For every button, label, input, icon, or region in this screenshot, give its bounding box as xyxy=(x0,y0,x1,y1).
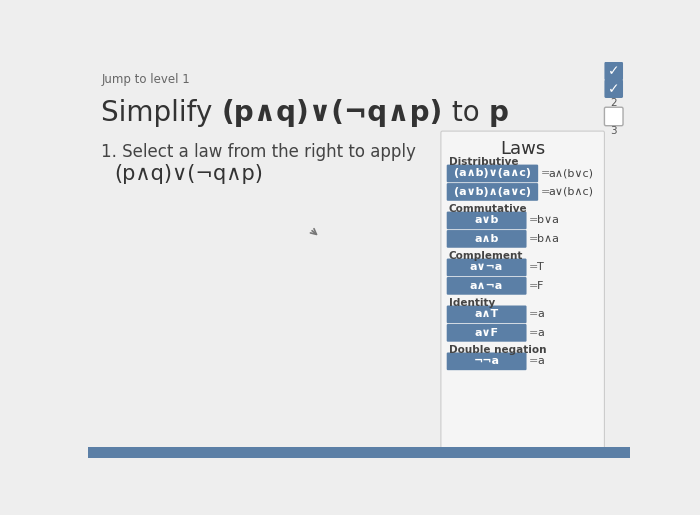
Text: a: a xyxy=(537,328,544,338)
Text: ¬¬a: ¬¬a xyxy=(474,356,500,366)
FancyBboxPatch shape xyxy=(604,107,623,126)
Text: (a∧b)∨(a∧c): (a∧b)∨(a∧c) xyxy=(454,168,531,179)
Text: 1. Select a law from the right to apply: 1. Select a law from the right to apply xyxy=(102,143,416,161)
Text: a∨(b∧c): a∨(b∧c) xyxy=(549,187,594,197)
Text: =: = xyxy=(529,328,538,338)
Text: =: = xyxy=(541,168,550,179)
Text: =: = xyxy=(541,187,550,197)
Text: =: = xyxy=(529,281,538,291)
FancyBboxPatch shape xyxy=(441,131,604,449)
FancyBboxPatch shape xyxy=(447,277,526,295)
Text: ✓: ✓ xyxy=(608,64,620,78)
FancyBboxPatch shape xyxy=(604,79,623,98)
Text: (p∧q)∨(¬q∧p): (p∧q)∨(¬q∧p) xyxy=(222,99,443,127)
FancyBboxPatch shape xyxy=(447,324,526,341)
Text: F: F xyxy=(537,281,543,291)
Text: =: = xyxy=(529,234,538,244)
Text: (a∨b)∧(a∨c): (a∨b)∧(a∨c) xyxy=(454,187,531,197)
Text: Jump to level 1: Jump to level 1 xyxy=(102,73,190,85)
Text: a∧T: a∧T xyxy=(475,310,498,319)
FancyBboxPatch shape xyxy=(447,183,538,201)
Text: a∨F: a∨F xyxy=(475,328,498,338)
Text: (p∧q)∨(¬q∧p): (p∧q)∨(¬q∧p) xyxy=(114,164,262,184)
FancyBboxPatch shape xyxy=(447,230,526,248)
Text: 3: 3 xyxy=(610,126,617,136)
Text: =: = xyxy=(529,310,538,319)
Text: Complement: Complement xyxy=(449,251,523,261)
Text: Commutative: Commutative xyxy=(449,204,527,214)
FancyBboxPatch shape xyxy=(447,352,526,370)
FancyBboxPatch shape xyxy=(447,165,538,182)
Bar xyxy=(88,447,630,458)
Text: =: = xyxy=(529,262,538,272)
Text: =: = xyxy=(529,356,538,366)
Text: a: a xyxy=(537,310,544,319)
Text: Distributive: Distributive xyxy=(449,157,518,167)
FancyBboxPatch shape xyxy=(447,259,526,276)
Text: a∧¬a: a∧¬a xyxy=(470,281,503,291)
Text: Laws: Laws xyxy=(500,141,545,158)
FancyBboxPatch shape xyxy=(447,212,526,229)
Text: ✓: ✓ xyxy=(608,82,620,96)
Text: to: to xyxy=(443,99,489,127)
Text: b∧a: b∧a xyxy=(537,234,559,244)
Text: Identity: Identity xyxy=(449,298,495,308)
Text: T: T xyxy=(537,262,544,272)
Text: b∨a: b∨a xyxy=(537,215,559,226)
Text: =: = xyxy=(529,215,538,226)
Text: Simplify: Simplify xyxy=(102,99,222,127)
Text: a∧b: a∧b xyxy=(475,234,499,244)
Text: a∨b: a∨b xyxy=(475,215,499,226)
Text: a∨¬a: a∨¬a xyxy=(470,262,503,272)
FancyBboxPatch shape xyxy=(604,62,623,80)
Text: a∧(b∨c): a∧(b∨c) xyxy=(549,168,594,179)
Text: p: p xyxy=(489,99,508,127)
Text: 2: 2 xyxy=(610,98,617,108)
Text: Double negation: Double negation xyxy=(449,345,546,355)
FancyBboxPatch shape xyxy=(447,305,526,323)
Text: a: a xyxy=(537,356,544,366)
